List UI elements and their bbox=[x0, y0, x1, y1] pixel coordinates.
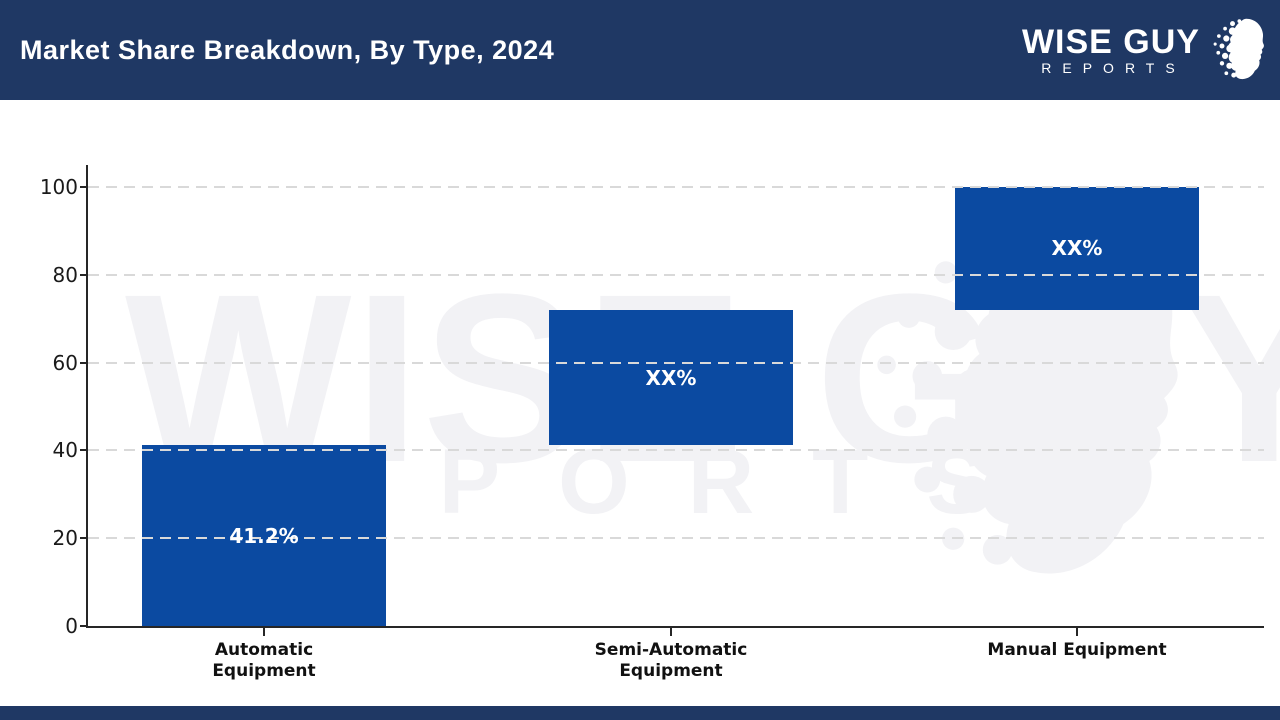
gridline-40 bbox=[88, 449, 1264, 452]
y-tick-label-20: 20 bbox=[52, 526, 78, 551]
y-tick-label-60: 60 bbox=[52, 350, 78, 375]
x-category-label-line: Manual Equipment bbox=[987, 640, 1167, 660]
x-category-label-2: Semi-Automatic Equipment bbox=[501, 640, 841, 682]
header-banner: Market Share Breakdown, By Type, 2024 WI… bbox=[0, 0, 1280, 100]
y-axis-line bbox=[86, 165, 88, 628]
x-category-label-3: Manual Equipment bbox=[907, 640, 1247, 661]
bar-value-label-3: XX% bbox=[1051, 236, 1103, 261]
bar-value-label-1: 41.2% bbox=[229, 523, 299, 548]
x-axis-line bbox=[86, 626, 1264, 628]
x-category-label-line: Equipment bbox=[619, 661, 723, 681]
gridline-100 bbox=[88, 186, 1264, 188]
page-title: Market Share Breakdown, By Type, 2024 bbox=[20, 34, 555, 65]
logo-face-icon bbox=[1213, 18, 1264, 80]
logo-wiseguy-label: WISE GUY bbox=[1021, 23, 1200, 61]
bar-1 bbox=[142, 445, 386, 626]
y-tick-label-0: 0 bbox=[65, 614, 78, 638]
y-tick-label-40: 40 bbox=[52, 438, 78, 463]
y-tick-40 bbox=[80, 449, 88, 452]
bar-value-label-2: XX% bbox=[645, 365, 697, 390]
y-tick-80 bbox=[80, 273, 88, 276]
footer-bar bbox=[0, 706, 1280, 720]
y-tick-label-80: 80 bbox=[52, 262, 78, 287]
wiseguy-logo: WISE GUY REPORTS bbox=[1022, 8, 1266, 92]
x-tick-3 bbox=[1076, 628, 1078, 636]
bar-2 bbox=[549, 309, 793, 446]
x-category-label-line: Semi-Automatic bbox=[594, 640, 748, 660]
y-tick-0 bbox=[80, 625, 88, 627]
x-tick-1 bbox=[263, 628, 265, 636]
gridline-80 bbox=[88, 273, 1264, 276]
gridline-60 bbox=[88, 361, 1264, 364]
y-tick-20 bbox=[80, 537, 88, 540]
gridline-20 bbox=[88, 537, 1264, 540]
logo-reports-label: REPORTS bbox=[1041, 60, 1186, 76]
y-tick-60 bbox=[80, 361, 88, 364]
x-tick-2 bbox=[670, 628, 672, 636]
y-tick-100 bbox=[80, 186, 88, 188]
x-category-label-1: Automatic Equipment bbox=[94, 640, 434, 682]
x-category-label-line: Automatic bbox=[214, 640, 314, 660]
y-tick-label-100: 100 bbox=[39, 175, 78, 199]
logo-text: WISE GUY REPORTS bbox=[1022, 24, 1200, 76]
x-category-label-line: Equipment bbox=[212, 661, 316, 681]
